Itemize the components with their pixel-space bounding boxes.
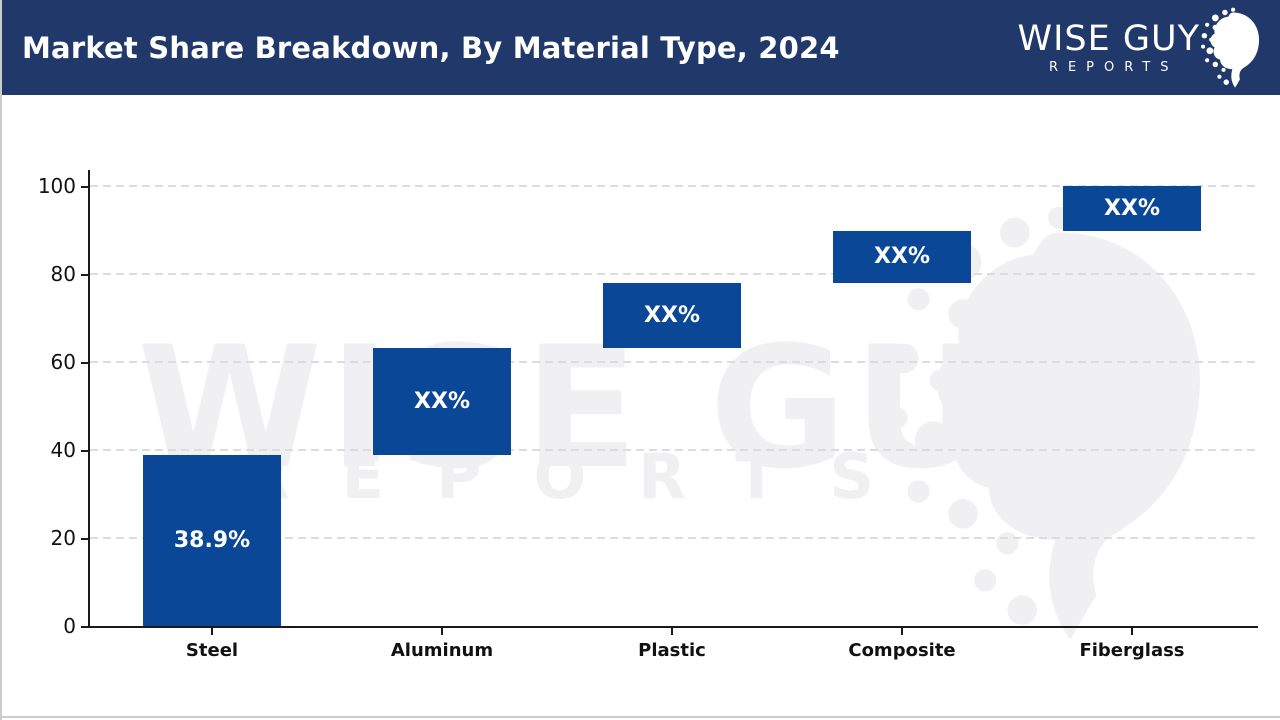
bar-value-label: XX% [644, 302, 700, 328]
x-tickmark-composite [901, 628, 903, 635]
y-tickmark-0 [81, 626, 88, 628]
y-tickmark-40 [81, 450, 88, 452]
logo-brand-text: WISE GUY [1017, 18, 1200, 59]
y-axis-tick-label: 60 [50, 350, 76, 374]
bottom-edge-rule [2, 716, 1280, 718]
y-axis-tick-label: 20 [50, 526, 76, 550]
y-tickmark-80 [81, 274, 88, 276]
gridline-40 [90, 449, 1258, 451]
x-tickmark-steel [211, 628, 213, 635]
bar-plastic: XX% [603, 282, 741, 348]
x-axis-category-label: Aluminum [390, 640, 494, 661]
page-title: Market Share Breakdown, By Material Type… [22, 30, 840, 65]
bar-value-label: XX% [874, 244, 930, 270]
chart-area: WISE GUY REPORTS 0 20 40 60 80 100 38.9% Steel X… [2, 95, 1280, 720]
x-axis-category-label: Plastic [638, 640, 706, 661]
y-axis-tick-label: 40 [50, 438, 76, 462]
y-tickmark-20 [81, 538, 88, 540]
gridline-20 [90, 537, 1258, 539]
y-axis-tick-label: 0 [63, 614, 76, 638]
logo-wordmark: WISE GUY REPORTS [1017, 18, 1200, 75]
y-axis-tick-label: 80 [50, 262, 76, 286]
y-axis-tick-label: 100 [37, 174, 76, 198]
gridline-80 [90, 273, 1258, 275]
y-axis-spine [88, 170, 90, 628]
bar-composite: XX% [833, 230, 971, 283]
bar-fiberglass: XX% [1063, 186, 1201, 231]
x-axis-category-label: Composite [848, 640, 956, 661]
x-tickmark-aluminum [441, 628, 443, 635]
logo-subtitle-text: REPORTS [1048, 59, 1179, 75]
x-axis-category-label: Fiberglass [1079, 640, 1185, 661]
x-axis-spine [88, 626, 1258, 628]
logo-head-icon [1200, 7, 1260, 88]
bar-value-label: 38.9% [173, 527, 251, 553]
bar-aluminum: XX% [373, 347, 511, 455]
gridline-60 [90, 361, 1258, 363]
wise-guy-logo: WISE GUY REPORTS [1017, 0, 1268, 95]
bar-steel: 38.9% [143, 454, 281, 626]
header: Market Share Breakdown, By Material Type… [2, 0, 1280, 95]
watermark-subtitle-text: REPORTS [242, 440, 927, 513]
y-tickmark-100 [81, 186, 88, 188]
x-tickmark-plastic [671, 628, 673, 635]
bar-value-label: XX% [1104, 195, 1160, 221]
y-tickmark-60 [81, 362, 88, 364]
bar-value-label: XX% [414, 388, 470, 414]
x-axis-category-label: Steel [185, 640, 239, 661]
x-tickmark-fiberglass [1131, 628, 1133, 635]
gridline-100 [90, 185, 1258, 187]
